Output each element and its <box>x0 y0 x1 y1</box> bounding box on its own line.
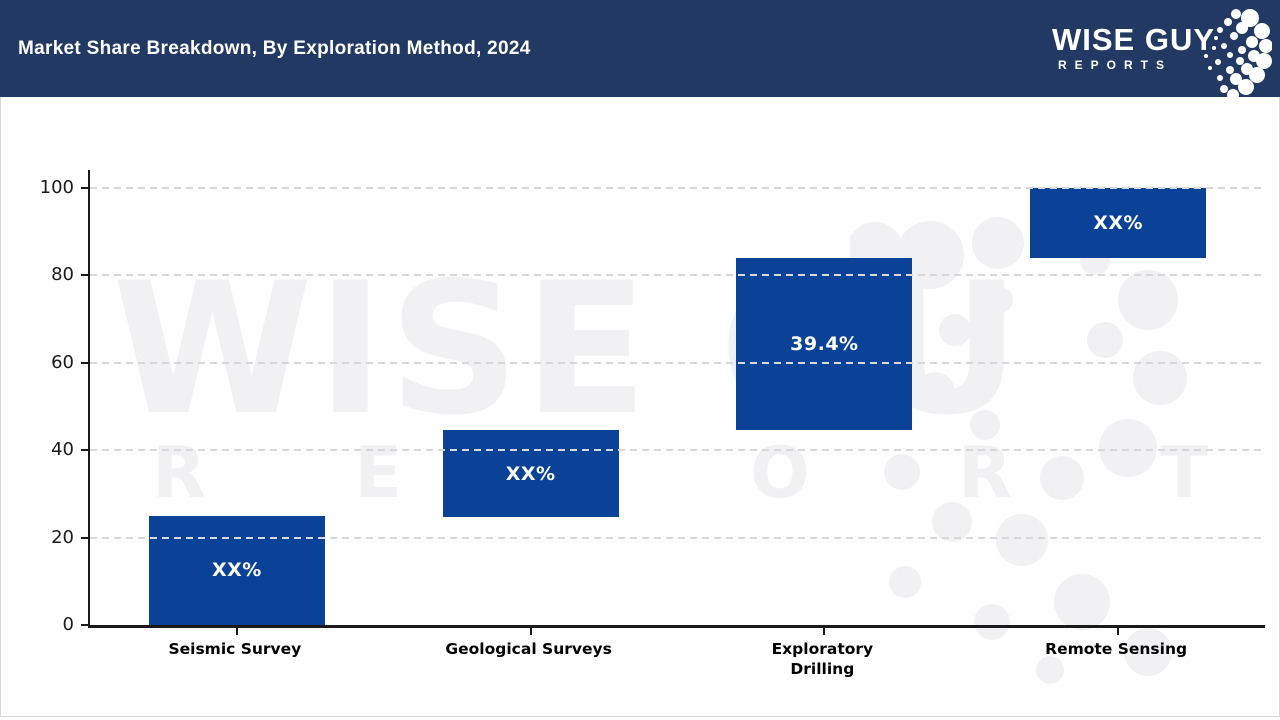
logo-wordmark: WISE GUY <box>1052 22 1216 57</box>
bottom-divider <box>0 716 1280 717</box>
bar-remote-sensing: XX% <box>1030 188 1207 258</box>
x-tick-mark <box>1117 628 1120 635</box>
category-label-geological-surveys: Geological Surveys <box>445 640 612 658</box>
bar-value-label: XX% <box>505 462 556 485</box>
bar-geological-surveys: XX% <box>442 430 619 518</box>
x-tick-mark <box>823 628 826 635</box>
gridline-20 <box>90 536 1265 539</box>
y-tick-label: 80 <box>51 264 74 286</box>
bar-value-label: XX% <box>1093 211 1144 234</box>
x-tick-mark <box>235 628 238 635</box>
gridline-80 <box>90 274 1265 277</box>
x-tick-mark <box>529 628 532 635</box>
bar-exploratory-drilling: 39.4% <box>736 257 913 431</box>
bar-value-label: XX% <box>211 559 262 582</box>
y-tick-label: 20 <box>51 526 74 548</box>
y-tick-mark <box>81 624 88 626</box>
y-tick-label: 100 <box>39 177 74 198</box>
y-tick-label: 40 <box>51 439 74 461</box>
gridline-100 <box>90 187 1265 189</box>
gridline-40 <box>90 449 1265 452</box>
y-tick-mark <box>81 274 88 277</box>
y-tick-mark <box>81 536 88 539</box>
category-label-exploratory-drilling: Exploratory Drilling <box>771 640 874 678</box>
bar-value-label: 39.4% <box>790 332 859 355</box>
y-tick-label: 60 <box>51 351 74 373</box>
category-label-seismic-survey: Seismic Survey <box>168 640 302 658</box>
face-dots-icon <box>1204 9 1272 98</box>
gridline-60 <box>90 361 1265 364</box>
logo-subtext: REPORTS <box>1058 58 1173 72</box>
y-tick-label: 0 <box>62 614 74 635</box>
wise-guy-logo: WISE GUY REPORTS <box>1022 6 1272 98</box>
header-bar: Market Share Breakdown, By Exploration M… <box>0 0 1280 98</box>
category-label-remote-sensing: Remote Sensing <box>1045 640 1188 658</box>
y-tick-mark <box>81 361 88 364</box>
y-tick-mark <box>81 449 88 452</box>
page-title: Market Share Breakdown, By Exploration M… <box>18 37 531 59</box>
bar-seismic-survey: XX% <box>148 515 325 625</box>
y-tick-mark <box>81 187 88 189</box>
plot-area: XX% XX% 39.4% XX% 0 20 40 60 80 100 <box>40 170 1265 635</box>
